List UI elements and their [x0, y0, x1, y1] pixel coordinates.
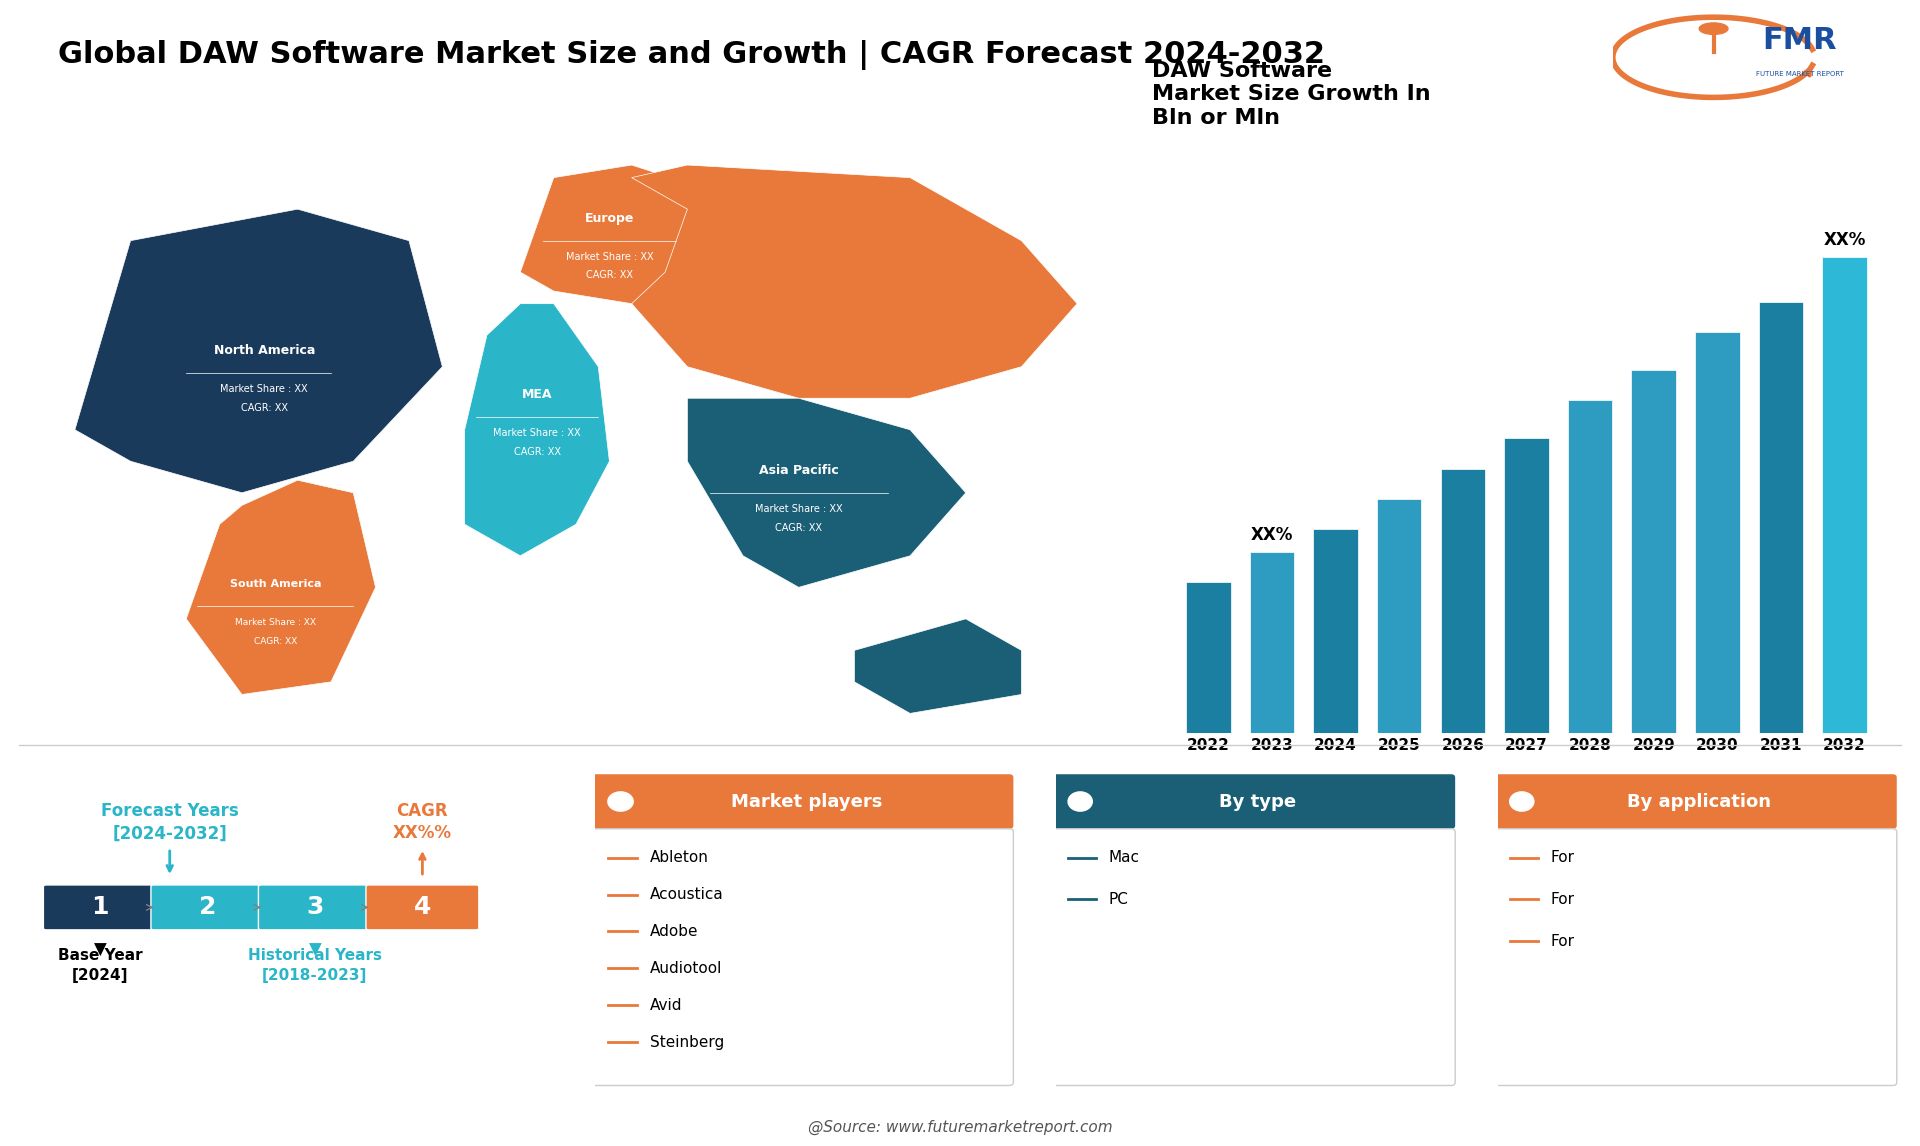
Text: Base Year: Base Year — [58, 949, 142, 964]
FancyBboxPatch shape — [1494, 829, 1897, 1085]
Polygon shape — [854, 619, 1021, 713]
Text: Asia Pacific: Asia Pacific — [758, 464, 839, 477]
Bar — [1569, 400, 1613, 733]
Text: XX%: XX% — [1250, 526, 1292, 544]
Text: PC: PC — [1108, 892, 1129, 906]
Text: CAGR: XX: CAGR: XX — [586, 270, 634, 281]
Text: @Source: www.futuremarketreport.com: @Source: www.futuremarketreport.com — [808, 1120, 1112, 1135]
Text: Market Share : XX: Market Share : XX — [493, 429, 582, 438]
Polygon shape — [465, 304, 609, 556]
Circle shape — [1068, 792, 1092, 811]
Text: FUTURE MARKET REPORT: FUTURE MARKET REPORT — [1757, 71, 1843, 78]
Text: Europe: Europe — [586, 212, 634, 225]
Text: Global DAW Software Market Size and Growth | CAGR Forecast 2024-2032: Global DAW Software Market Size and Grow… — [58, 40, 1325, 70]
Text: Market Share : XX: Market Share : XX — [755, 504, 843, 513]
Text: [2018-2023]: [2018-2023] — [263, 967, 367, 982]
Bar — [1313, 529, 1357, 733]
FancyBboxPatch shape — [1052, 775, 1455, 829]
Text: Historical Years: Historical Years — [248, 949, 382, 964]
Text: Forecast Years: Forecast Years — [102, 802, 238, 819]
Text: Market Share : XX: Market Share : XX — [566, 252, 653, 261]
Polygon shape — [75, 209, 442, 493]
Text: CAGR: XX: CAGR: XX — [776, 523, 822, 533]
Polygon shape — [632, 165, 1077, 398]
FancyBboxPatch shape — [591, 829, 1014, 1085]
Text: DAW Software
Market Size Growth In
Bln or Mln: DAW Software Market Size Growth In Bln o… — [1152, 61, 1430, 127]
Text: CAGR: XX: CAGR: XX — [513, 447, 561, 457]
FancyBboxPatch shape — [591, 775, 1014, 829]
Circle shape — [1699, 23, 1728, 34]
Text: For: For — [1549, 892, 1574, 906]
Text: [2024-2032]: [2024-2032] — [113, 824, 227, 842]
Bar — [1187, 582, 1231, 733]
Bar — [1822, 257, 1866, 733]
FancyBboxPatch shape — [44, 885, 156, 929]
Text: By application: By application — [1628, 793, 1770, 810]
Text: Ableton: Ableton — [651, 850, 708, 865]
Text: [2024]: [2024] — [71, 967, 129, 982]
Bar — [1377, 499, 1421, 733]
Text: XX%: XX% — [1824, 231, 1866, 249]
Polygon shape — [186, 480, 376, 694]
Text: 4: 4 — [413, 895, 432, 919]
Text: Steinberg: Steinberg — [651, 1035, 724, 1050]
FancyBboxPatch shape — [152, 885, 263, 929]
Text: Mac: Mac — [1108, 850, 1139, 865]
Text: FMR: FMR — [1763, 25, 1837, 55]
Bar — [1250, 552, 1294, 733]
FancyBboxPatch shape — [1052, 829, 1455, 1085]
Circle shape — [1509, 792, 1534, 811]
Polygon shape — [520, 165, 710, 304]
Bar — [1759, 303, 1803, 733]
Text: Audiotool: Audiotool — [651, 960, 722, 976]
Text: For: For — [1549, 934, 1574, 949]
Bar — [1632, 370, 1676, 733]
Text: CAGR: XX: CAGR: XX — [253, 637, 298, 646]
Text: Market players: Market players — [732, 793, 881, 810]
Text: ▼: ▼ — [309, 941, 321, 959]
Text: North America: North America — [213, 344, 315, 358]
Text: South America: South America — [230, 580, 321, 589]
Polygon shape — [687, 398, 966, 587]
Bar — [1440, 469, 1484, 733]
Text: By type: By type — [1219, 793, 1296, 810]
Text: Adobe: Adobe — [651, 924, 699, 939]
Text: Market Share : XX: Market Share : XX — [221, 384, 307, 394]
Bar — [1695, 332, 1740, 733]
Text: CAGR: CAGR — [397, 802, 447, 819]
Text: 1: 1 — [90, 895, 109, 919]
Text: CAGR: XX: CAGR: XX — [240, 403, 288, 413]
Text: Acoustica: Acoustica — [651, 887, 724, 902]
Text: ▼: ▼ — [94, 941, 106, 959]
Text: 3: 3 — [305, 895, 324, 919]
FancyBboxPatch shape — [367, 885, 478, 929]
Text: Market Share : XX: Market Share : XX — [234, 618, 315, 627]
FancyBboxPatch shape — [259, 885, 371, 929]
Text: Avid: Avid — [651, 998, 684, 1013]
Text: MEA: MEA — [522, 388, 553, 401]
Text: XX%%: XX%% — [394, 824, 451, 842]
Text: For: For — [1549, 850, 1574, 865]
Circle shape — [609, 792, 634, 811]
FancyBboxPatch shape — [1494, 775, 1897, 829]
Bar — [1503, 438, 1549, 733]
Text: 2: 2 — [198, 895, 217, 919]
